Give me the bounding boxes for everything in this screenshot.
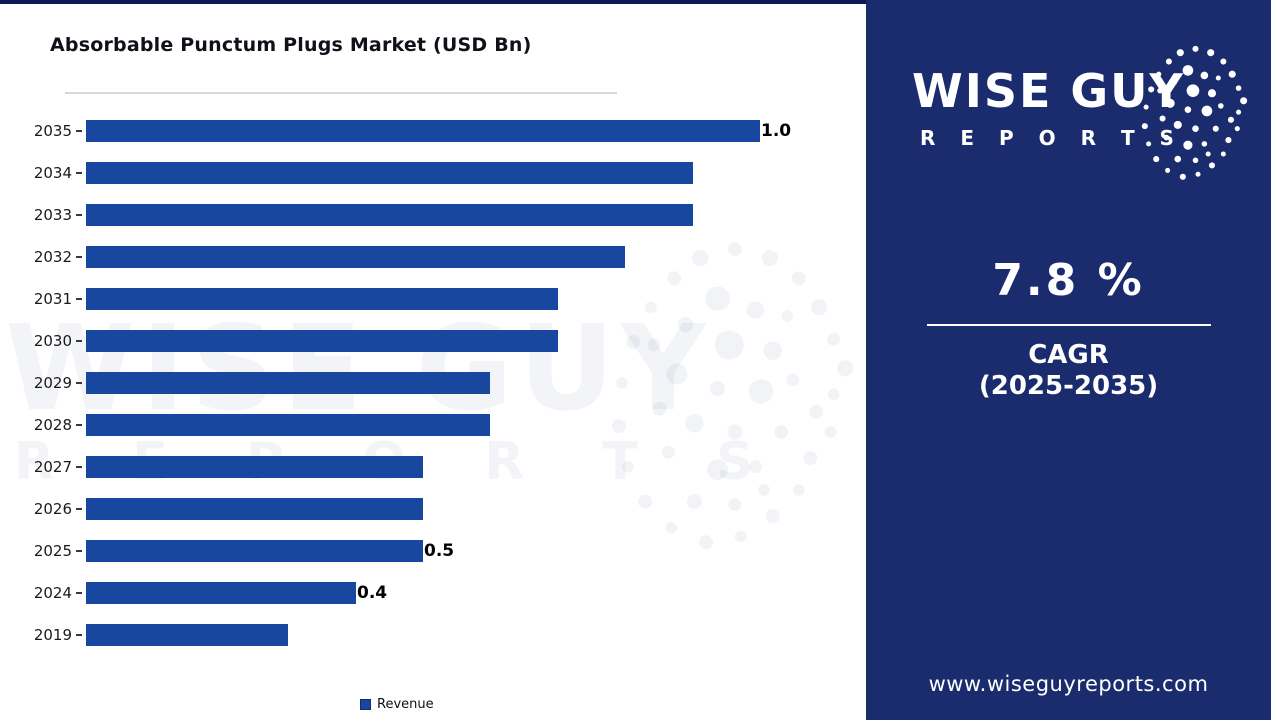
bar-chart: 2035 1.0 2034 2033 2032 2031 2030 2029 2028 2027 2… [0, 110, 866, 656]
year-tick-label: 2030 [33, 332, 72, 350]
axis-tick [76, 424, 82, 426]
revenue-bar [86, 582, 356, 604]
axis-tick [76, 256, 82, 258]
bar-row: 2025 0.5 [0, 530, 866, 572]
bar-row: 2035 1.0 [0, 110, 866, 152]
axis-tick [76, 130, 82, 132]
logo-text-sub: R E P O R T S [920, 126, 1183, 150]
cagr-range: (2025-2035) [978, 370, 1159, 401]
bar-row: 2030 [0, 320, 866, 362]
bar-value-label: 1.0 [761, 121, 792, 141]
bar-value-label: 0.5 [424, 541, 455, 561]
revenue-bar [86, 414, 490, 436]
brand-panel: WISE GUY R E P O R T S 7.8 % CAGR (2025-… [866, 0, 1271, 720]
wise-guy-logo: WISE GUY R E P O R T S [912, 45, 1248, 180]
bar-row: 2029 [0, 362, 866, 404]
logo-text-main: WISE GUY [912, 64, 1185, 118]
year-tick-label: 2031 [33, 290, 72, 308]
cagr-value: 7.8 % [992, 255, 1145, 306]
axis-tick [76, 508, 82, 510]
cagr-divider [926, 324, 1211, 326]
chart-legend: Revenue [360, 697, 434, 712]
revenue-bar [86, 624, 288, 646]
cagr-label: CAGR [1028, 340, 1109, 370]
revenue-bar [86, 120, 760, 142]
bar-row: 2034 [0, 152, 866, 194]
revenue-bar [86, 456, 423, 478]
bar-row: 2032 [0, 236, 866, 278]
axis-tick [76, 340, 82, 342]
axis-tick [76, 634, 82, 636]
year-tick-label: 2019 [33, 626, 72, 644]
cagr-block: 7.8 % CAGR (2025-2035) [866, 255, 1271, 401]
axis-tick [76, 214, 82, 216]
year-tick-label: 2024 [33, 584, 72, 602]
revenue-bar [86, 204, 693, 226]
revenue-bar [86, 246, 625, 268]
axis-tick [76, 592, 82, 594]
year-tick-label: 2027 [33, 458, 72, 476]
year-tick-label: 2034 [33, 164, 72, 182]
bar-row: 2027 [0, 446, 866, 488]
axis-tick [76, 382, 82, 384]
revenue-bar [86, 372, 490, 394]
axis-tick [76, 466, 82, 468]
title-underline [65, 92, 617, 94]
year-tick-label: 2026 [33, 500, 72, 518]
year-tick-label: 2033 [33, 206, 72, 224]
website-url: www.wiseguyreports.com [928, 672, 1209, 696]
bar-row: 2033 [0, 194, 866, 236]
axis-tick [76, 172, 82, 174]
bar-row: 2031 [0, 278, 866, 320]
revenue-bar [86, 288, 558, 310]
year-tick-label: 2035 [33, 122, 72, 140]
revenue-bar [86, 540, 423, 562]
revenue-bar [86, 498, 423, 520]
chart-title: Absorbable Punctum Plugs Market (USD Bn) [50, 34, 532, 56]
bar-row: 2028 [0, 404, 866, 446]
chart-panel: Absorbable Punctum Plugs Market (USD Bn)… [0, 0, 866, 712]
year-tick-label: 2029 [33, 374, 72, 392]
bar-row: 2019 [0, 614, 866, 656]
year-tick-label: 2032 [33, 248, 72, 266]
legend-swatch [360, 699, 371, 710]
revenue-bar [86, 162, 693, 184]
year-tick-label: 2025 [33, 542, 72, 560]
year-tick-label: 2028 [33, 416, 72, 434]
axis-tick [76, 550, 82, 552]
axis-tick [76, 298, 82, 300]
revenue-bar [86, 330, 558, 352]
bar-row: 2026 [0, 488, 866, 530]
bar-row: 2024 0.4 [0, 572, 866, 614]
legend-label: Revenue [377, 697, 434, 712]
bar-value-label: 0.4 [357, 583, 388, 603]
